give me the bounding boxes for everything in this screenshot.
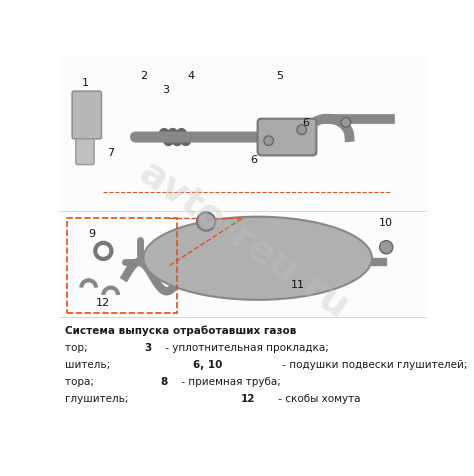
Text: тор;: тор; (65, 342, 91, 352)
Text: 8: 8 (161, 377, 168, 387)
Text: 7: 7 (107, 148, 114, 158)
Text: 3: 3 (145, 342, 152, 352)
Text: 12: 12 (240, 394, 255, 404)
Circle shape (264, 137, 273, 146)
Text: 2: 2 (140, 70, 147, 80)
Text: 11: 11 (291, 279, 305, 289)
Text: 6, 10: 6, 10 (192, 359, 222, 369)
Text: 10: 10 (379, 217, 393, 227)
Text: - подушки подвески глушителей;: - подушки подвески глушителей; (279, 359, 471, 369)
Circle shape (341, 119, 351, 128)
Text: 6: 6 (250, 155, 257, 165)
Circle shape (380, 241, 393, 254)
Text: 12: 12 (96, 298, 110, 307)
Text: - скобы хомута: - скобы хомута (275, 394, 361, 404)
Text: 5: 5 (276, 70, 283, 80)
Text: шитель;: шитель; (65, 359, 113, 369)
Text: avto-reu.ru: avto-reu.ru (131, 154, 355, 327)
Bar (66, 218, 177, 314)
Text: 9: 9 (89, 228, 96, 238)
Text: - приемная труба;: - приемная труба; (178, 377, 284, 387)
Text: Система выпуска отработавших газов: Система выпуска отработавших газов (65, 325, 296, 335)
Bar (59, 57, 427, 321)
Text: 1: 1 (82, 78, 89, 88)
FancyBboxPatch shape (72, 92, 101, 139)
Text: тора;: тора; (65, 377, 97, 387)
Text: - уплотнительная прокладка;: - уплотнительная прокладка; (162, 342, 332, 352)
FancyBboxPatch shape (76, 139, 94, 165)
FancyBboxPatch shape (258, 119, 317, 156)
Text: глушитель;: глушитель; (65, 394, 131, 404)
Circle shape (197, 213, 215, 231)
FancyBboxPatch shape (143, 217, 372, 300)
Text: 6: 6 (302, 118, 309, 128)
Text: 4: 4 (188, 70, 195, 80)
Text: 3: 3 (162, 85, 169, 95)
Circle shape (297, 126, 307, 135)
